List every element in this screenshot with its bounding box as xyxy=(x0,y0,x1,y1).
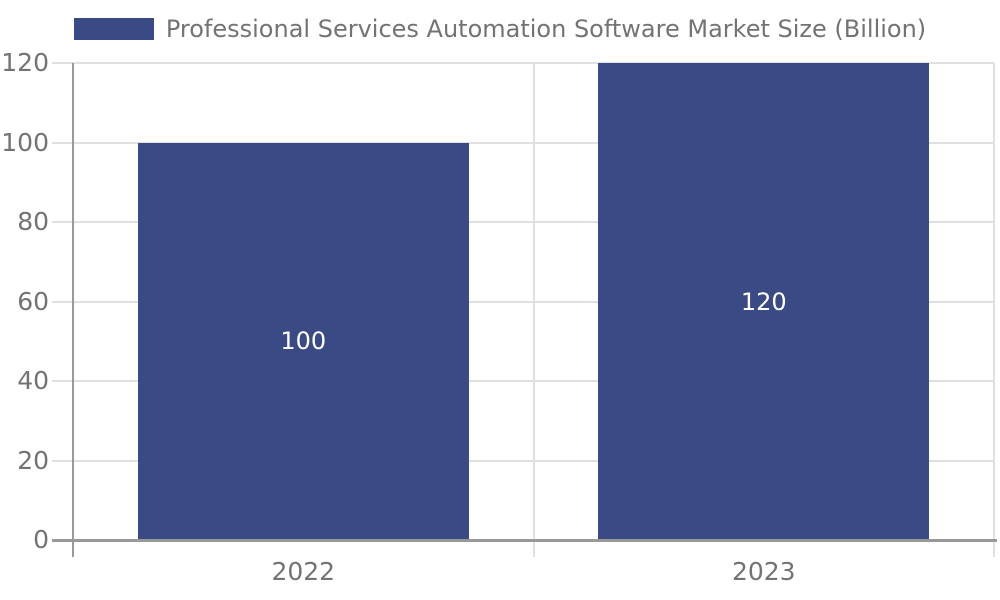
y-axis-tick-label: 100 xyxy=(1,127,49,157)
category-boundary-line xyxy=(532,63,535,557)
bar-value-label: 120 xyxy=(740,287,787,316)
bar[interactable] xyxy=(598,63,930,540)
y-axis-tick-label: 80 xyxy=(17,207,49,236)
bar[interactable] xyxy=(137,142,469,540)
legend-swatch xyxy=(73,18,154,40)
y-axis-tick xyxy=(52,141,73,144)
y-axis-line xyxy=(72,63,74,557)
y-axis-tick xyxy=(52,62,73,64)
x-axis-label: 2023 xyxy=(731,557,796,586)
legend-label: Professional Services Automation Softwar… xyxy=(165,15,927,43)
x-axis-label: 2022 xyxy=(271,557,336,586)
bar-value-label: 100 xyxy=(280,327,327,356)
y-axis-tick-label: 20 xyxy=(17,445,49,475)
category-boundary-line xyxy=(993,63,995,557)
y-axis-tick xyxy=(52,300,73,303)
legend-item[interactable]: Professional Services Automation Softwar… xyxy=(0,16,1000,42)
y-axis-tick-label: 40 xyxy=(17,366,49,395)
y-axis-tick xyxy=(52,380,73,382)
y-axis-tick xyxy=(52,459,73,462)
y-axis-tick-label: 60 xyxy=(17,286,49,316)
y-axis-tick xyxy=(52,221,73,223)
y-axis-tick-label: 120 xyxy=(1,48,49,77)
y-axis-tick-label: 0 xyxy=(33,525,49,554)
x-axis-line xyxy=(52,539,997,542)
